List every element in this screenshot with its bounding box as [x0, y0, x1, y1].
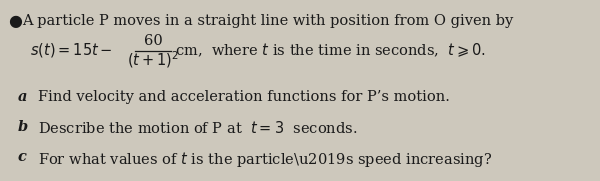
Text: a: a: [18, 90, 28, 104]
Text: For what values of $t$ is the particle\u2019s speed increasing?: For what values of $t$ is the particle\u…: [38, 150, 492, 169]
Text: c: c: [18, 150, 27, 164]
Text: 60: 60: [143, 34, 163, 48]
Text: $(t+1)^2$: $(t+1)^2$: [127, 50, 179, 70]
Text: b: b: [18, 120, 28, 134]
Text: ●: ●: [8, 14, 22, 29]
Text: Describe the motion of P at  $t = 3$  seconds.: Describe the motion of P at $t = 3$ seco…: [38, 120, 358, 136]
Text: cm,  where $t$ is the time in seconds,  $t \geqslant 0.$: cm, where $t$ is the time in seconds, $t…: [175, 41, 485, 59]
Text: $s(t) = 15t -$: $s(t) = 15t -$: [30, 41, 113, 59]
Text: A particle P moves in a straight line with position from O given by: A particle P moves in a straight line wi…: [22, 14, 513, 28]
Text: Find velocity and acceleration functions for P’s motion.: Find velocity and acceleration functions…: [38, 90, 450, 104]
